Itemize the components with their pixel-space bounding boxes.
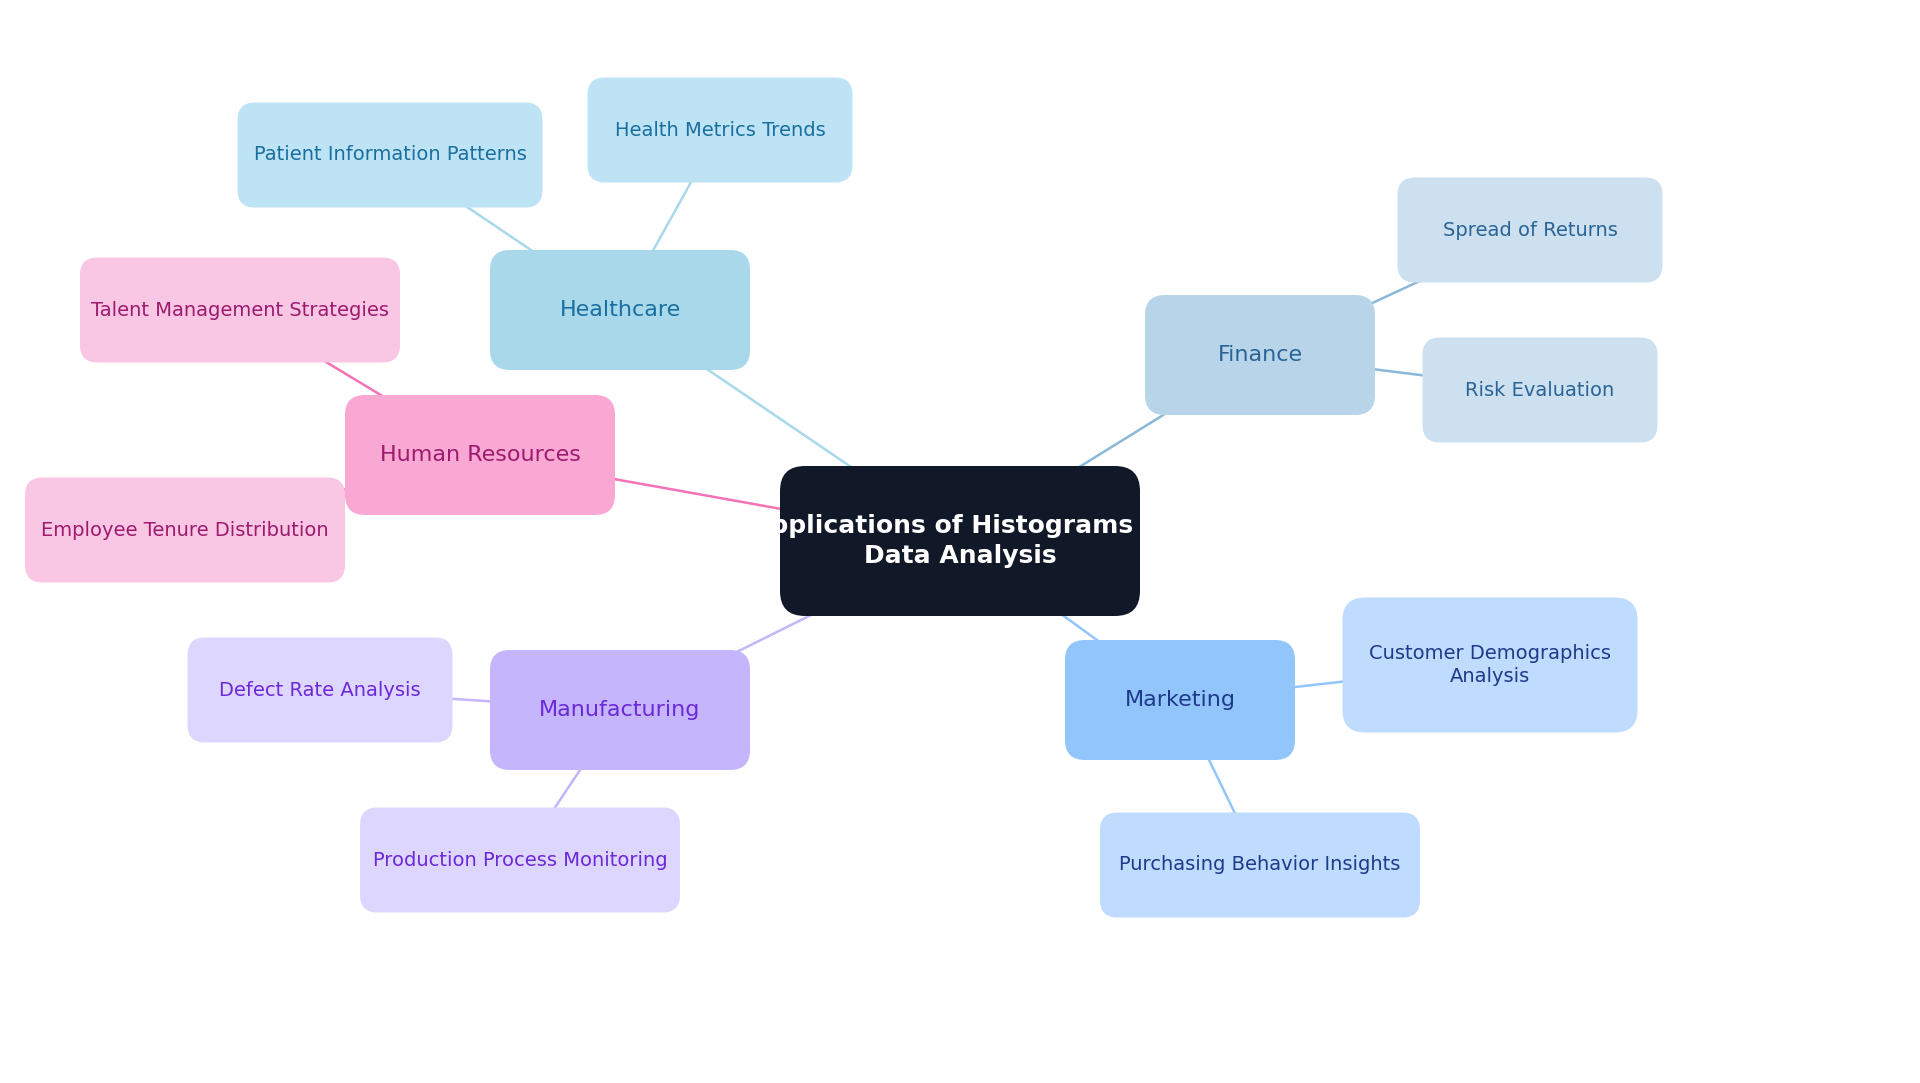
FancyBboxPatch shape: [490, 650, 751, 770]
FancyBboxPatch shape: [1100, 812, 1421, 917]
FancyBboxPatch shape: [81, 258, 399, 363]
FancyBboxPatch shape: [1144, 295, 1375, 415]
FancyBboxPatch shape: [188, 638, 453, 743]
Text: Purchasing Behavior Insights: Purchasing Behavior Insights: [1119, 856, 1402, 874]
Text: Talent Management Strategies: Talent Management Strategies: [90, 300, 390, 319]
FancyBboxPatch shape: [1423, 338, 1657, 443]
Text: Health Metrics Trends: Health Metrics Trends: [614, 120, 826, 140]
FancyBboxPatch shape: [490, 250, 751, 370]
FancyBboxPatch shape: [780, 466, 1140, 616]
Text: Spread of Returns: Spread of Returns: [1442, 221, 1617, 239]
FancyBboxPatch shape: [361, 808, 680, 913]
Text: Employee Tenure Distribution: Employee Tenure Distribution: [40, 521, 328, 539]
FancyBboxPatch shape: [1398, 178, 1663, 283]
Text: Applications of Histograms in
Data Analysis: Applications of Histograms in Data Analy…: [751, 514, 1169, 567]
FancyBboxPatch shape: [1066, 640, 1294, 760]
Text: Manufacturing: Manufacturing: [540, 700, 701, 720]
Text: Healthcare: Healthcare: [559, 300, 680, 319]
Text: Patient Information Patterns: Patient Information Patterns: [253, 145, 526, 165]
FancyBboxPatch shape: [1342, 598, 1638, 732]
Text: Production Process Monitoring: Production Process Monitoring: [372, 850, 668, 870]
FancyBboxPatch shape: [238, 103, 543, 208]
Text: Finance: Finance: [1217, 345, 1302, 365]
Text: Risk Evaluation: Risk Evaluation: [1465, 380, 1615, 400]
Text: Defect Rate Analysis: Defect Rate Analysis: [219, 680, 420, 700]
FancyBboxPatch shape: [588, 78, 852, 183]
Text: Customer Demographics
Analysis: Customer Demographics Analysis: [1369, 643, 1611, 687]
Text: Human Resources: Human Resources: [380, 445, 580, 465]
Text: Marketing: Marketing: [1125, 690, 1235, 710]
FancyBboxPatch shape: [346, 395, 614, 516]
FancyBboxPatch shape: [25, 478, 346, 583]
